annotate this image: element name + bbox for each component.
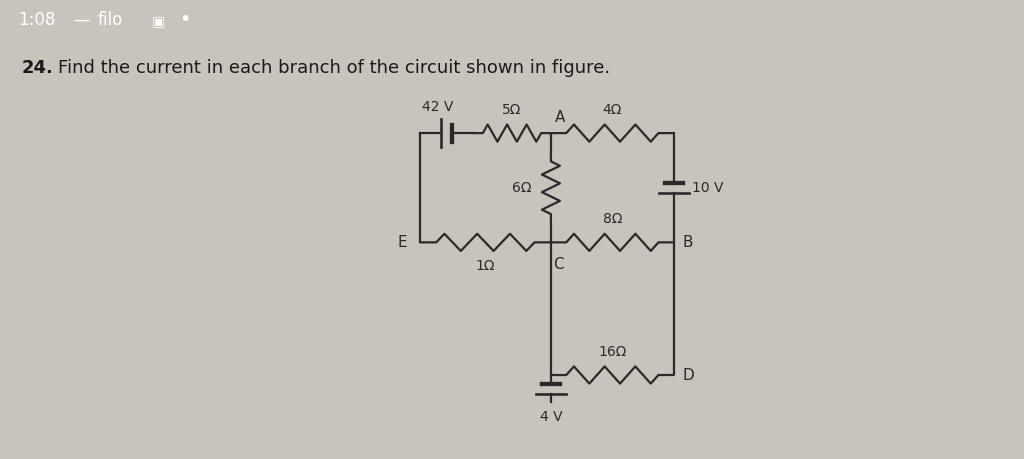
Text: ▣: ▣: [152, 14, 165, 28]
Text: 10 V: 10 V: [692, 181, 724, 195]
Text: 1Ω: 1Ω: [475, 259, 496, 273]
Text: 4 V: 4 V: [540, 410, 562, 424]
Text: 16Ω: 16Ω: [598, 345, 627, 358]
Text: B: B: [683, 235, 693, 250]
Text: 24.: 24.: [22, 59, 54, 77]
Text: 6Ω: 6Ω: [512, 181, 532, 195]
Text: C: C: [553, 257, 563, 272]
Text: 4Ω: 4Ω: [603, 103, 622, 117]
Text: D: D: [683, 368, 694, 382]
Text: 1:08: 1:08: [18, 11, 55, 28]
Text: —: —: [74, 11, 90, 28]
Text: •: •: [179, 10, 190, 29]
Text: E: E: [398, 235, 408, 250]
Text: A: A: [555, 110, 565, 125]
Text: Find the current in each branch of the circuit shown in figure.: Find the current in each branch of the c…: [58, 59, 610, 77]
Text: filo: filo: [97, 11, 123, 28]
Text: 5Ω: 5Ω: [503, 103, 521, 117]
Text: 42 V: 42 V: [422, 101, 454, 114]
Text: 8Ω: 8Ω: [602, 212, 623, 226]
